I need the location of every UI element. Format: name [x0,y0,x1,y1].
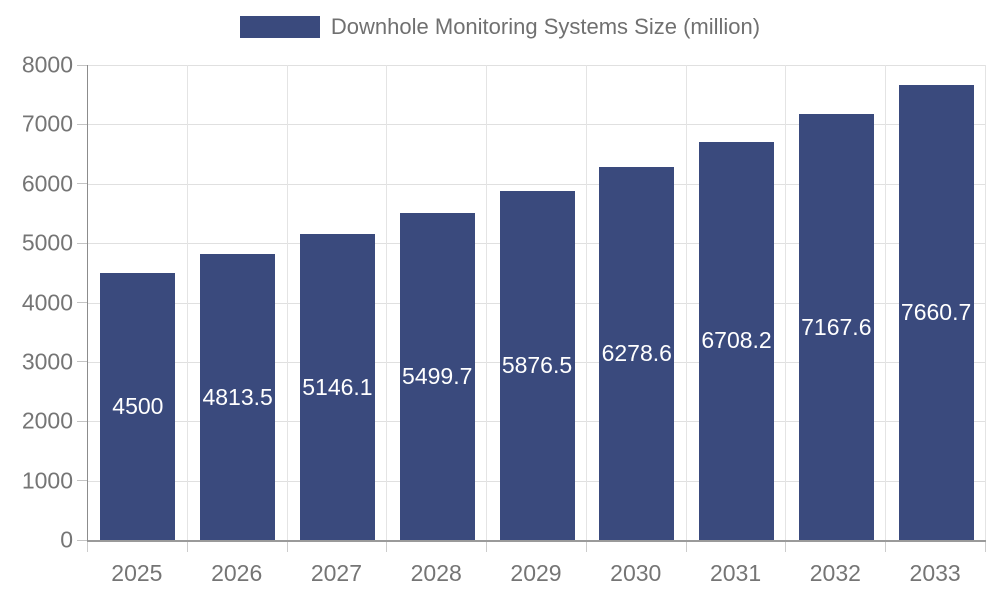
x-tick [785,542,787,552]
bar-value-label: 7660.7 [900,299,972,326]
y-tick-label: 3000 [21,348,73,375]
x-tick-label: 2032 [809,560,861,586]
bar-value-label: 6708.2 [701,327,772,354]
bar[interactable]: 5146.1 [299,234,375,540]
y-tick-label: 8000 [21,51,73,78]
y-tick-label: 4000 [21,289,73,315]
v-gridline [985,65,986,540]
x-tick [186,542,188,552]
bar[interactable]: 5876.5 [499,191,575,540]
bar[interactable]: 6278.6 [599,167,675,540]
bar-value-label: 5876.5 [501,352,573,379]
x-tick [985,542,986,552]
v-gridline [585,65,587,540]
v-gridline [286,65,288,540]
bar-value-label: 4500 [112,392,164,419]
x-tick [585,542,587,552]
x-tick [486,542,488,552]
x-tick-label: 2027 [310,560,363,586]
bar[interactable]: 4500 [100,272,176,540]
v-gridline [785,65,787,540]
y-tick [77,64,87,66]
x-tick-label: 2025 [111,560,163,586]
y-tick [77,539,87,541]
v-gridline [386,65,388,540]
legend-label: Downhole Monitoring Systems Size (millio… [330,14,761,39]
y-tick [77,361,87,363]
bar-value-label: 7167.6 [801,313,872,340]
y-tick [77,302,87,303]
y-tick [77,183,87,185]
y-axis-labels: 0 1000 2000 3000 4000 5000 6000 7000 8000 [0,52,87,553]
legend: Downhole Monitoring Systems Size (millio… [0,14,1000,40]
x-tick-label: 2033 [909,560,961,586]
y-tick-label: 1000 [21,467,73,494]
y-tick-label: 5000 [21,229,73,256]
bar-value-label: 5499.7 [402,363,473,390]
x-tick [685,542,687,552]
plot-area: 4500 4813.5 5146.1 5499.7 5876.5 6278.6 6708.2… [77,64,986,552]
y-tick [77,242,87,244]
bar[interactable]: 5499.7 [399,213,475,540]
x-tick [885,542,887,552]
v-gridline [685,65,687,540]
x-tick-label: 2026 [211,560,263,586]
x-tick [286,542,288,552]
h-gridline [88,183,986,185]
v-gridline [885,65,887,540]
legend-swatch [239,16,320,38]
x-tick-label: 2029 [510,560,562,586]
legend-item[interactable]: Downhole Monitoring Systems Size (millio… [239,14,761,40]
y-tick [77,480,87,482]
h-gridline [88,124,986,126]
bar[interactable]: 7660.7 [898,85,974,540]
bar[interactable]: 4813.5 [200,254,276,540]
bar[interactable]: 6708.2 [699,141,775,540]
y-tick [77,123,87,125]
x-tick [87,542,88,552]
x-tick-label: 2028 [410,560,462,586]
bar-value-label: 5146.1 [302,373,373,400]
x-tick [386,542,388,552]
y-tick [77,420,87,422]
x-axis-labels: 2025 2026 2027 2028 2029 2030 2031 2032 2033 [87,556,985,590]
bar-value-label: 6278.6 [601,340,672,367]
v-gridline [186,65,188,540]
y-tick-label: 7000 [21,110,73,137]
y-tick-label: 6000 [21,170,73,197]
bar[interactable]: 7167.6 [798,114,874,540]
v-gridline [486,65,488,540]
h-gridline [88,65,986,66]
x-tick-label: 2030 [610,560,662,586]
y-tick-label: 2000 [21,407,73,434]
x-tick-label: 2031 [709,560,762,586]
y-tick-label: 0 [60,526,73,553]
bar-value-label: 4813.5 [202,383,273,410]
